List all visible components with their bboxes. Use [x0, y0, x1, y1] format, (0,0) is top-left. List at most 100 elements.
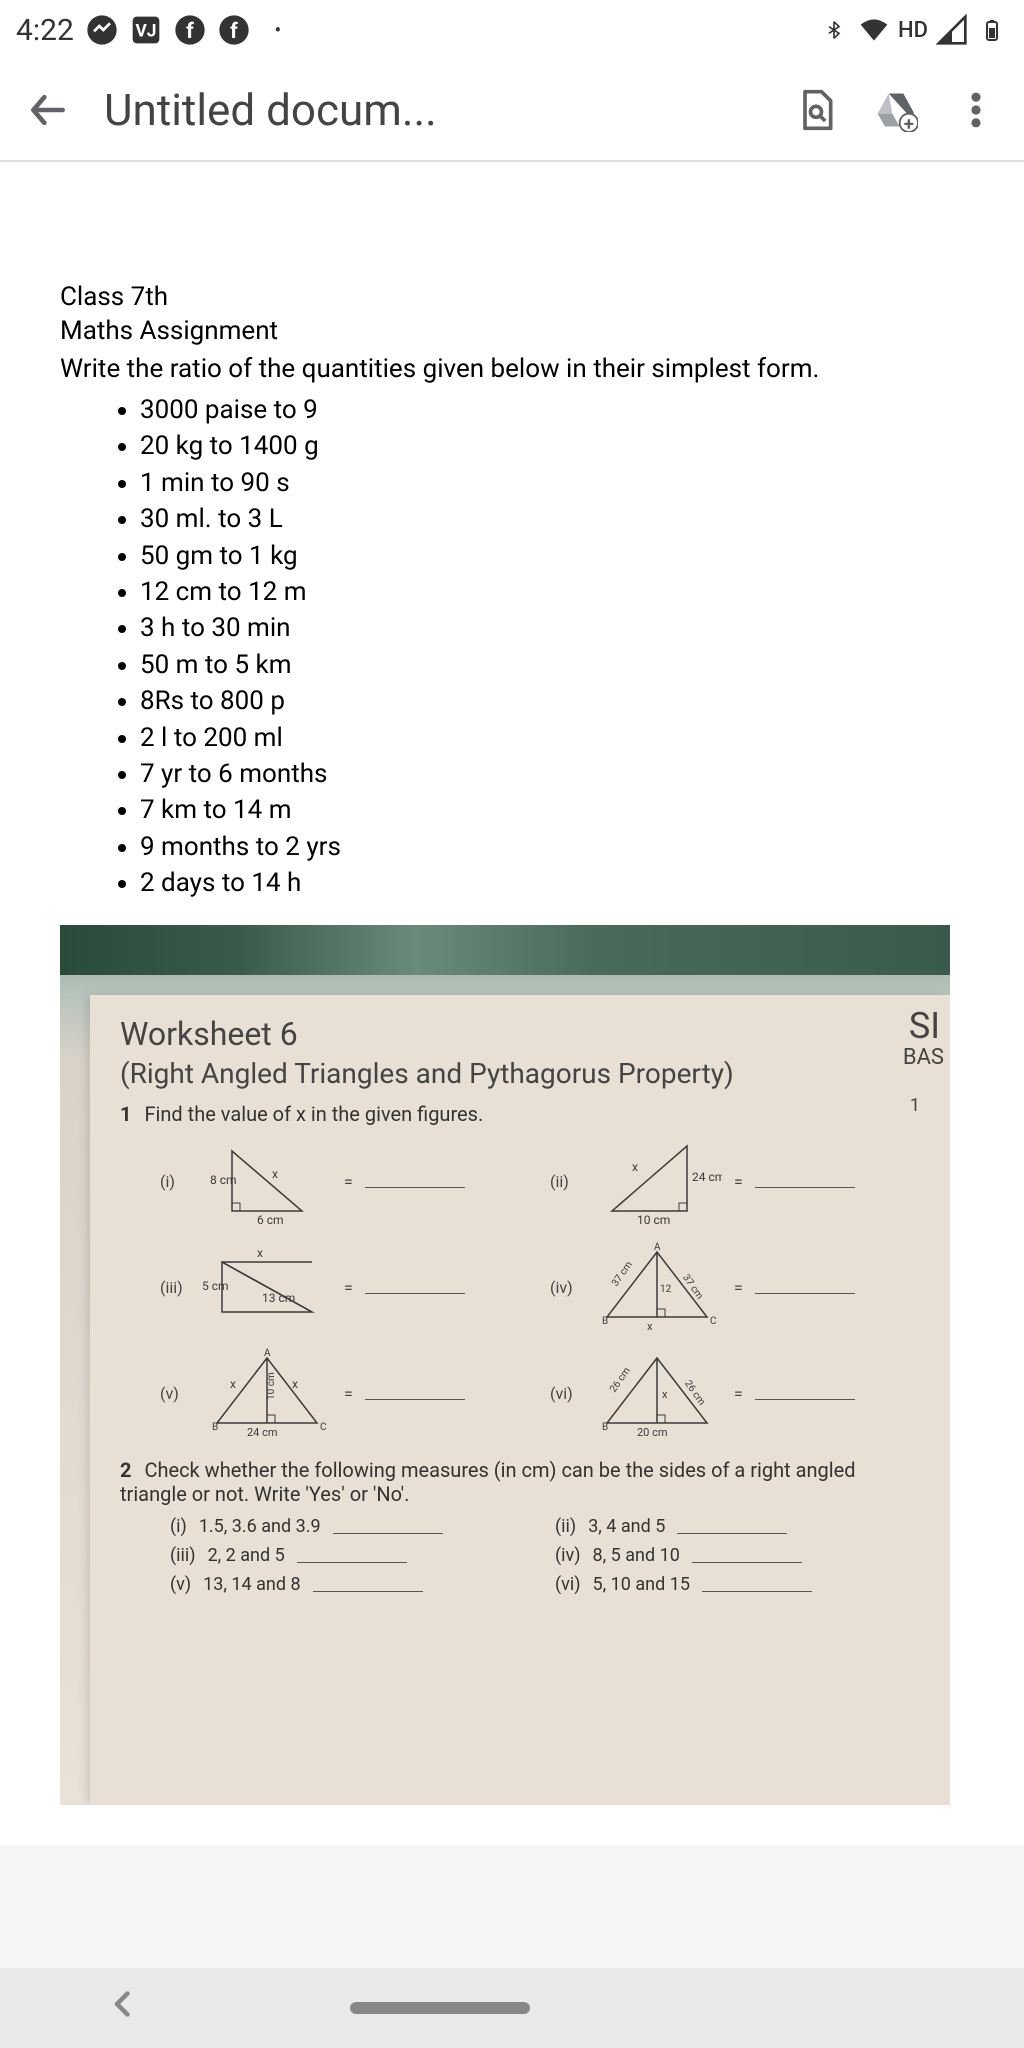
svg-text:x: x — [647, 1320, 653, 1332]
status-bar: 4:22 VJ f f • HD — [0, 0, 1024, 60]
worksheet-title: Worksheet 6 — [120, 1015, 920, 1053]
wifi-icon — [858, 14, 890, 46]
find-in-page-icon[interactable] — [792, 86, 840, 134]
more-menu-icon[interactable] — [952, 86, 1000, 134]
svg-text:B: B — [602, 1316, 608, 1327]
fig-label: (v) — [160, 1384, 190, 1403]
list-item: 30 ml. to 3 L — [140, 501, 964, 537]
svg-text:B: B — [602, 1422, 608, 1433]
q2-item: (vi)5, 10 and 15 — [555, 1574, 900, 1595]
worksheet-page: SI BAS Worksheet 6 (Right Angled Triangl… — [90, 995, 950, 1805]
app-bar: Untitled docum... + — [0, 60, 1024, 160]
status-right: HD — [818, 14, 1008, 46]
hd-label: HD — [898, 18, 928, 43]
answer-blank — [692, 1549, 802, 1563]
document-title[interactable]: Untitled docum... — [104, 84, 760, 136]
app-square-icon: VJ — [130, 14, 162, 46]
list-item: 2 l to 200 ml — [140, 720, 964, 756]
q2-list: (i)1.5, 3.6 and 3.9 (ii)3, 4 and 5 (iii)… — [170, 1516, 900, 1595]
messenger-icon — [86, 14, 118, 46]
ratio-list: 3000 paise to 9 20 kg to 1400 g 1 min to… — [60, 392, 964, 901]
svg-text:8 cm: 8 cm — [210, 1173, 237, 1187]
nav-home-pill[interactable] — [350, 2002, 530, 2014]
list-item: 8Rs to 800 p — [140, 683, 964, 719]
svg-text:C: C — [320, 1422, 327, 1433]
status-left: 4:22 VJ f f • — [16, 13, 294, 48]
answer-blank — [297, 1549, 407, 1563]
worksheet-subtitle: (Right Angled Triangles and Pythagorus P… — [120, 1057, 920, 1090]
page-corner-label-2: BAS — [903, 1045, 944, 1070]
svg-text:f: f — [186, 19, 194, 44]
bluetooth-icon — [818, 14, 850, 46]
q1-text: Find the value of x in the given figures… — [144, 1102, 483, 1126]
facebook-icon: f — [174, 14, 206, 46]
svg-text:24 cm: 24 cm — [692, 1170, 722, 1184]
svg-text:24 cm: 24 cm — [247, 1426, 278, 1438]
svg-text:A: A — [654, 1242, 661, 1253]
q2-item: (iv)8, 5 and 10 — [555, 1545, 900, 1566]
svg-text:x: x — [257, 1246, 263, 1260]
svg-text:x: x — [292, 1377, 298, 1391]
battery-icon — [976, 14, 1008, 46]
dot-icon: • — [262, 14, 294, 46]
svg-text:10 cm: 10 cm — [637, 1213, 670, 1226]
q2-number: 2 — [120, 1458, 131, 1482]
list-item: 12 cm to 12 m — [140, 574, 964, 610]
system-nav-bar — [0, 1968, 1024, 2048]
list-item: 1 min to 90 s — [140, 465, 964, 501]
fig-label: (ii) — [550, 1172, 580, 1191]
question-1: 1 Find the value of x in the given figur… — [120, 1102, 920, 1126]
page-corner-label: SI — [909, 1005, 940, 1047]
list-item: 50 gm to 1 kg — [140, 538, 964, 574]
worksheet-photo: SI BAS Worksheet 6 (Right Angled Triangl… — [60, 925, 950, 1805]
q2-text: Check whether the following measures (in… — [120, 1458, 856, 1506]
figure-ii: (ii) x 10 cm 24 cm = — [550, 1136, 900, 1226]
list-item: 3 h to 30 min — [140, 610, 964, 646]
back-button[interactable] — [24, 86, 72, 134]
q2-item: (v)13, 14 and 8 — [170, 1574, 515, 1595]
instruction-text: Write the ratio of the quantities given … — [60, 354, 964, 384]
svg-text:x: x — [632, 1160, 638, 1174]
q2-item: (ii)3, 4 and 5 — [555, 1516, 900, 1537]
list-item: 7 yr to 6 months — [140, 756, 964, 792]
document-body[interactable]: Class 7th Maths Assignment Write the rat… — [0, 162, 1024, 1845]
svg-text:C: C — [710, 1316, 717, 1327]
figure-iv: (iv) 37 cm 37 cm 12 x B C A = — [550, 1242, 900, 1332]
facebook-icon-2: f — [218, 14, 250, 46]
figure-vi: (vi) 26 cm 26 cm x 20 cm B = — [550, 1348, 900, 1438]
page-marker: 1 — [910, 1095, 920, 1116]
figure-v: (v) x 10 cm x 24 cm B C A = — [160, 1348, 510, 1438]
svg-text:26 cm: 26 cm — [608, 1366, 633, 1395]
q1-number: 1 — [120, 1102, 131, 1126]
list-item: 2 days to 14 h — [140, 865, 964, 901]
svg-text:x: x — [272, 1167, 278, 1181]
nav-back-button[interactable] — [105, 1986, 141, 2031]
svg-text:12: 12 — [660, 1284, 672, 1295]
answer-blank — [365, 1386, 465, 1400]
svg-text:+: + — [904, 114, 914, 132]
answer-blank — [755, 1280, 855, 1294]
svg-text:A: A — [264, 1348, 271, 1359]
svg-text:20 cm: 20 cm — [637, 1426, 668, 1438]
fig-label: (iv) — [550, 1278, 580, 1297]
figure-iii: (iii) 5 cm x 13 cm = — [160, 1242, 510, 1332]
answer-blank — [313, 1578, 423, 1592]
answer-blank — [333, 1520, 443, 1534]
answer-blank — [365, 1174, 465, 1188]
svg-text:5 cm: 5 cm — [202, 1279, 229, 1293]
q2-item: (iii)2, 2 and 5 — [170, 1545, 515, 1566]
figure-i: (i) 8 cm 6 cm x = — [160, 1136, 510, 1226]
fig-label: (vi) — [550, 1384, 580, 1403]
svg-text:B: B — [212, 1422, 218, 1433]
svg-text:VJ: VJ — [135, 22, 156, 42]
svg-text:10 cm: 10 cm — [266, 1373, 277, 1401]
clock-text: 4:22 — [16, 13, 74, 48]
svg-text:x: x — [230, 1377, 236, 1391]
list-item: 50 m to 5 km — [140, 647, 964, 683]
fig-label: (i) — [160, 1172, 190, 1191]
svg-text:13 cm: 13 cm — [262, 1291, 295, 1305]
drive-add-icon[interactable]: + — [872, 86, 920, 134]
subject-heading: Maths Assignment — [60, 316, 964, 346]
fig-label: (iii) — [160, 1278, 190, 1297]
svg-text:f: f — [230, 19, 238, 44]
